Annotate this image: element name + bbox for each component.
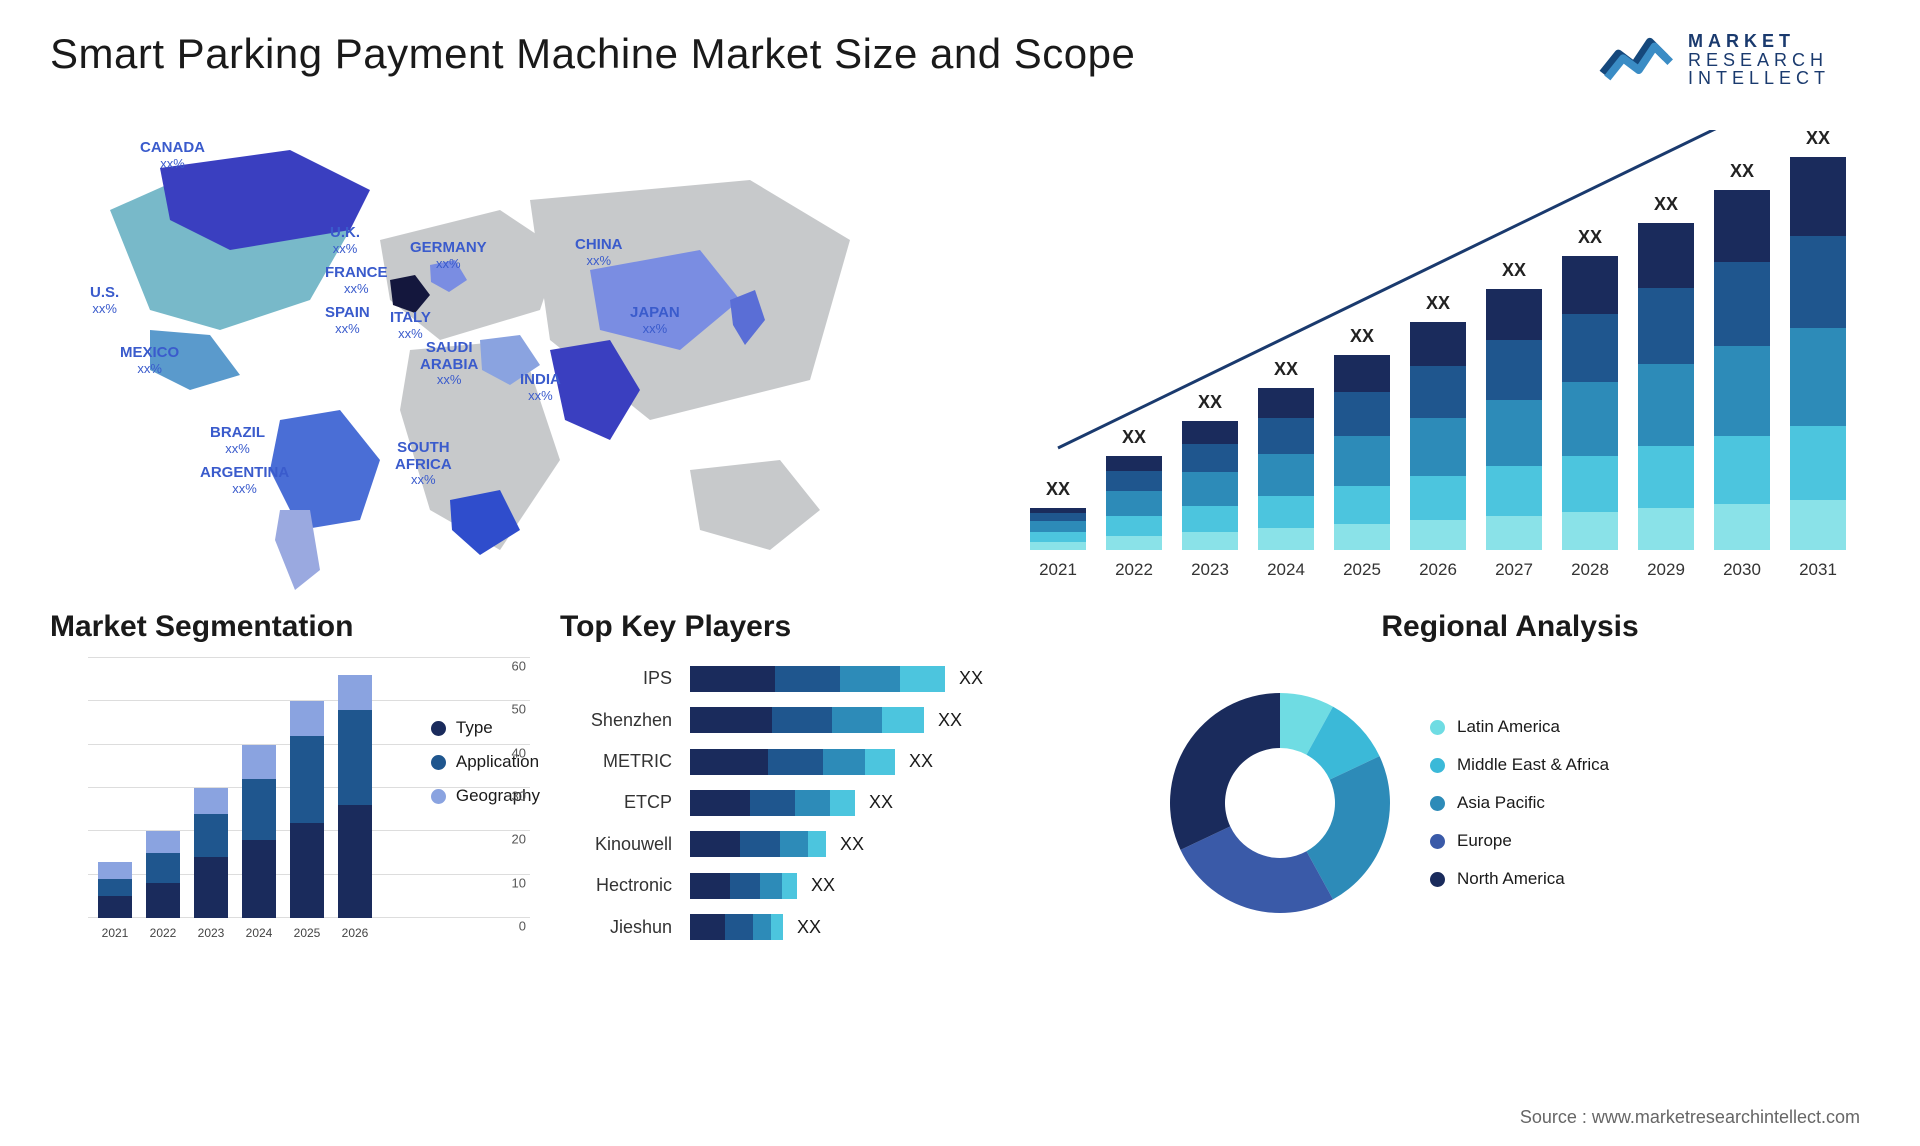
bar-year-label: 2023	[1182, 560, 1238, 580]
map-label: FRANCExx%	[325, 265, 388, 296]
donut-slice	[1170, 693, 1280, 850]
map-label: MEXICOxx%	[120, 345, 179, 376]
legend-item: North America	[1430, 869, 1609, 889]
player-value-label: XX	[938, 710, 962, 731]
regional-title: Regional Analysis	[1150, 610, 1870, 644]
map-label: GERMANYxx%	[410, 240, 487, 271]
y-axis-tick: 20	[512, 832, 526, 847]
logo-mark-icon	[1598, 30, 1678, 90]
player-bar-row: XX	[690, 749, 1120, 775]
y-axis-tick: 30	[512, 789, 526, 804]
player-label: METRIC	[560, 751, 672, 772]
y-axis-tick: 40	[512, 745, 526, 760]
player-label: Shenzhen	[560, 710, 672, 731]
seg-year-label: 2025	[290, 926, 324, 940]
players-title: Top Key Players	[560, 610, 1120, 644]
source-attribution: Source : www.marketresearchintellect.com	[1520, 1107, 1860, 1128]
seg-year-label: 2022	[146, 926, 180, 940]
growth-bar-chart: XX 2021 XX 2022 XX 2023 XX 2024 XX 2025 XX 2026 XX 20…	[1000, 120, 1870, 590]
bar-value-label: XX	[1714, 161, 1770, 182]
player-label: ETCP	[560, 792, 672, 813]
logo-line1: MARKET	[1688, 32, 1830, 51]
logo-line2: RESEARCH	[1688, 51, 1830, 70]
legend-item: Latin America	[1430, 717, 1609, 737]
page-title: Smart Parking Payment Machine Market Siz…	[50, 30, 1135, 78]
player-bar-row: XX	[690, 790, 1120, 816]
bar-year-label: 2027	[1486, 560, 1542, 580]
legend-item: Middle East & Africa	[1430, 755, 1609, 775]
player-label: Jieshun	[560, 917, 672, 938]
player-value-label: XX	[959, 668, 983, 689]
player-bar-row: XX	[690, 873, 1120, 899]
legend-item: Asia Pacific	[1430, 793, 1609, 813]
seg-year-label: 2021	[98, 926, 132, 940]
player-bar-row: XX	[690, 707, 1120, 733]
regional-legend: Latin America Middle East & Africa Asia Pa…	[1430, 717, 1609, 889]
y-axis-tick: 50	[512, 702, 526, 717]
player-bar-row: XX	[690, 914, 1120, 940]
bar-year-label: 2030	[1714, 560, 1770, 580]
bar-value-label: XX	[1486, 260, 1542, 281]
seg-year-label: 2023	[194, 926, 228, 940]
y-axis-tick: 0	[519, 919, 526, 934]
logo-line3: INTELLECT	[1688, 69, 1830, 88]
map-label: CHINAxx%	[575, 237, 623, 268]
bar-year-label: 2026	[1410, 560, 1466, 580]
map-label: SPAINxx%	[325, 305, 370, 336]
bar-year-label: 2029	[1638, 560, 1694, 580]
bar-value-label: XX	[1030, 479, 1086, 500]
map-label: INDIAxx%	[520, 372, 561, 403]
map-label: CANADAxx%	[140, 140, 205, 171]
bar-year-label: 2028	[1562, 560, 1618, 580]
map-label: BRAZILxx%	[210, 425, 265, 456]
bar-year-label: 2025	[1334, 560, 1390, 580]
bar-year-label: 2024	[1258, 560, 1314, 580]
y-axis-tick: 10	[512, 875, 526, 890]
regional-donut-chart: Latin America Middle East & Africa Asia Pa…	[1150, 658, 1870, 948]
bar-value-label: XX	[1562, 227, 1618, 248]
player-bar-row: XX	[690, 666, 1120, 692]
map-label: ITALYxx%	[390, 310, 431, 341]
legend-item: Europe	[1430, 831, 1609, 851]
map-label: U.K.xx%	[330, 225, 360, 256]
bar-value-label: XX	[1182, 392, 1238, 413]
players-chart: IPS Shenzhen METRIC ETCP Kinouwell Hectronic J…	[560, 658, 1120, 948]
bar-value-label: XX	[1334, 326, 1390, 347]
player-label: Kinouwell	[560, 834, 672, 855]
map-label: SOUTHAFRICAxx%	[395, 440, 452, 487]
player-value-label: XX	[840, 834, 864, 855]
world-map-chart: CANADAxx% U.S.xx%MEXICOxx% BRAZILxx% ARGENT…	[50, 120, 940, 590]
brand-logo: MARKET RESEARCH INTELLECT	[1598, 30, 1830, 90]
donut-slice	[1180, 826, 1333, 913]
legend-item: Type	[431, 718, 540, 738]
bar-value-label: XX	[1410, 293, 1466, 314]
bar-year-label: 2021	[1030, 560, 1086, 580]
seg-year-label: 2024	[242, 926, 276, 940]
bar-value-label: XX	[1258, 359, 1314, 380]
segmentation-legend: TypeApplicationGeography	[431, 718, 540, 820]
bar-value-label: XX	[1638, 194, 1694, 215]
map-label: SAUDIARABIAxx%	[420, 340, 478, 387]
bar-year-label: 2031	[1790, 560, 1846, 580]
map-region-australia	[690, 460, 820, 550]
y-axis-tick: 60	[512, 659, 526, 674]
player-value-label: XX	[909, 751, 933, 772]
bar-value-label: XX	[1106, 427, 1162, 448]
player-bar-row: XX	[690, 831, 1120, 857]
map-label: U.S.xx%	[90, 285, 119, 316]
map-label: JAPANxx%	[630, 305, 680, 336]
seg-year-label: 2026	[338, 926, 372, 940]
bar-year-label: 2022	[1106, 560, 1162, 580]
player-label: IPS	[560, 668, 672, 689]
segmentation-chart: TypeApplicationGeography 010203040506020…	[50, 658, 530, 948]
player-label: Hectronic	[560, 875, 672, 896]
player-value-label: XX	[869, 792, 893, 813]
bar-value-label: XX	[1790, 128, 1846, 149]
segmentation-title: Market Segmentation	[50, 610, 530, 644]
player-value-label: XX	[797, 917, 821, 938]
map-label: ARGENTINAxx%	[200, 465, 289, 496]
player-value-label: XX	[811, 875, 835, 896]
